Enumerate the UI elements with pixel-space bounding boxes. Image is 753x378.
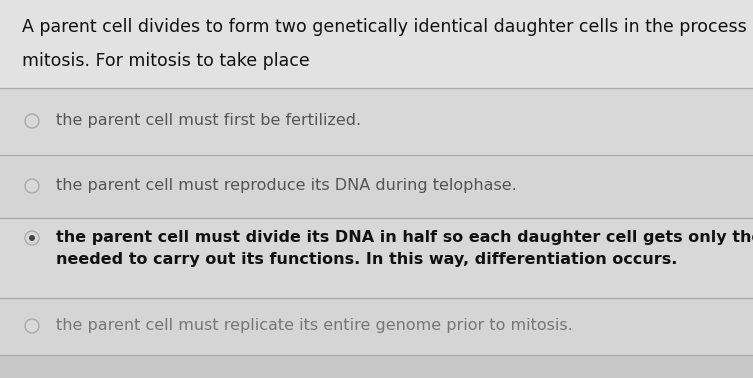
Circle shape (25, 231, 39, 245)
Bar (0, 88, 753, 155)
Bar (0, 298, 753, 355)
Circle shape (25, 179, 39, 193)
Text: the parent cell must reproduce its DNA during telophase.: the parent cell must reproduce its DNA d… (56, 178, 517, 193)
Text: mitosis. For mitosis to take place: mitosis. For mitosis to take place (22, 52, 309, 70)
Text: the parent cell must divide its DNA in half so each daughter cell gets only the : the parent cell must divide its DNA in h… (56, 230, 753, 245)
Circle shape (29, 235, 35, 241)
Bar (0, 155, 753, 218)
Circle shape (25, 319, 39, 333)
Circle shape (25, 114, 39, 128)
Text: needed to carry out its functions. In this way, differentiation occurs.: needed to carry out its functions. In th… (56, 252, 678, 267)
Text: the parent cell must first be fertilized.: the parent cell must first be fertilized… (56, 113, 361, 128)
Bar (0, 0, 753, 88)
Text: the parent cell must replicate its entire genome prior to mitosis.: the parent cell must replicate its entir… (56, 318, 573, 333)
Text: A parent cell divides to form two genetically identical daughter cells in the pr: A parent cell divides to form two geneti… (22, 18, 753, 36)
Bar (0, 218, 753, 298)
